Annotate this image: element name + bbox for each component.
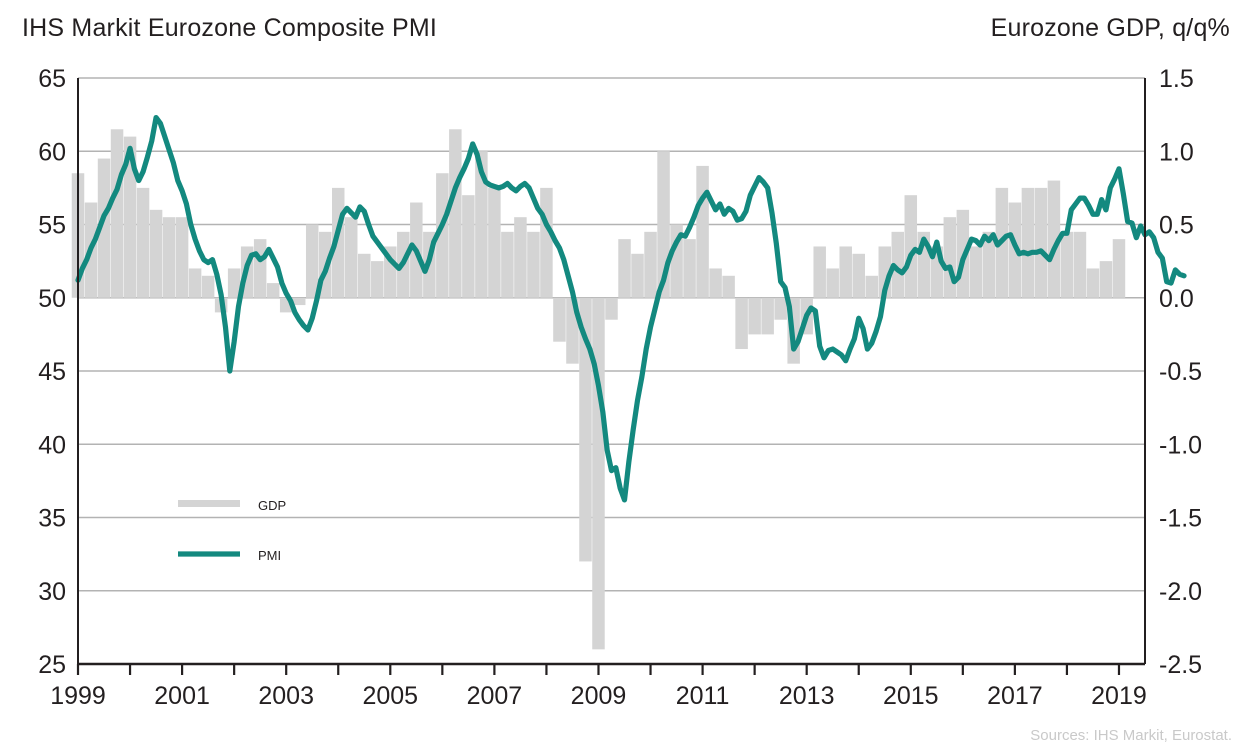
- y2-axis-tick-label: -1.0: [1159, 431, 1202, 459]
- gdp-bar: [969, 246, 983, 298]
- gdp-bar: [1112, 239, 1126, 298]
- gdp-bar: [982, 231, 996, 298]
- gdp-bar: [1021, 187, 1035, 298]
- x-axis-tick-label: 2009: [571, 682, 627, 710]
- gdp-bar: [644, 231, 657, 298]
- gdp-bar: [501, 231, 514, 298]
- y-axis-tick-label: 35: [38, 505, 66, 533]
- y2-axis-tick-label: 0.5: [1159, 212, 1194, 240]
- gdp-bar: [462, 195, 475, 298]
- y-axis-tick-label: 55: [38, 212, 66, 240]
- y2-axis-tick-label: -1.5: [1159, 505, 1202, 533]
- gdp-bar: [188, 268, 202, 298]
- x-axis-tick-label: 2007: [467, 682, 523, 710]
- y2-axis-tick-label: 1.0: [1159, 138, 1194, 166]
- gdp-bar: [475, 151, 488, 298]
- gdp-bar: [1086, 268, 1100, 298]
- y-axis-tick-label: 60: [38, 138, 66, 166]
- gdp-bar: [813, 246, 826, 298]
- y2-axis-tick-label: -2.0: [1159, 578, 1202, 606]
- gdp-bar: [904, 195, 918, 298]
- gdp-bar: [175, 217, 189, 298]
- gdp-bar: [227, 268, 241, 298]
- gdp-bar: [292, 297, 306, 306]
- gdp-bar: [605, 297, 618, 320]
- legend-label-pmi: PMI: [258, 548, 281, 563]
- gdp-bar: [1047, 180, 1061, 298]
- pmi-line: [75, 114, 1187, 503]
- chart-title-right: Eurozone GDP, q/q%: [990, 14, 1230, 42]
- gdp-bar: [748, 297, 761, 335]
- x-axis-tick-label: 1999: [50, 682, 106, 710]
- gdp-bar: [345, 217, 358, 298]
- gdp-bar: [774, 297, 787, 320]
- gdp-bar: [683, 239, 696, 298]
- legend-label-gdp: GDP: [258, 498, 286, 513]
- gdp-bar: [266, 283, 280, 298]
- gdp-bar: [123, 136, 137, 298]
- y2-axis-tick-label: 1.5: [1159, 65, 1194, 93]
- x-axis-tick-label: 2019: [1091, 682, 1147, 710]
- x-axis-tick-label: 2001: [154, 682, 210, 710]
- gdp-bar: [201, 275, 215, 298]
- gdp-bar: [839, 246, 852, 298]
- gdp-bar: [891, 231, 905, 298]
- x-axis-tick-label: 2015: [883, 682, 939, 710]
- y2-axis-tick-label: -0.5: [1159, 358, 1202, 386]
- gdp-bar: [631, 253, 644, 298]
- y-axis-tick-label: 30: [38, 578, 66, 606]
- y-axis-tick-label: 65: [38, 65, 66, 93]
- gdp-bar: [358, 253, 371, 298]
- gdp-bar: [449, 129, 462, 298]
- gdp-bar: [709, 268, 722, 298]
- gdp-bar: [826, 268, 839, 298]
- x-axis-tick-label: 2005: [362, 682, 418, 710]
- gdp-bar: [735, 297, 748, 350]
- gdp-bar: [943, 217, 957, 298]
- gdp-bar: [371, 261, 384, 298]
- y-axis-tick-label: 25: [38, 651, 66, 679]
- y-axis-tick-label: 40: [38, 431, 66, 459]
- y-axis-tick-label: 45: [38, 358, 66, 386]
- gdp-bar: [305, 224, 319, 298]
- gdp-bar: [253, 239, 267, 298]
- gdp-bar: [579, 297, 592, 562]
- gdp-bar: [1073, 231, 1087, 298]
- gdp-bar: [149, 209, 163, 298]
- gdp-bar: [553, 297, 566, 342]
- chart-title-left: IHS Markit Eurozone Composite PMI: [22, 14, 438, 42]
- gdp-bar: [436, 173, 449, 298]
- gdp-bar: [527, 231, 540, 298]
- source-note: Sources: IHS Markit, Eurostat.: [1030, 727, 1232, 744]
- x-axis-tick-label: 2017: [987, 682, 1043, 710]
- x-axis-tick-label: 2003: [258, 682, 314, 710]
- x-axis-tick-label: 2013: [779, 682, 835, 710]
- gdp-bar: [97, 158, 111, 298]
- x-axis-tick-label: 2011: [676, 682, 730, 710]
- gdp-bar: [592, 297, 605, 650]
- gdp-bar: [110, 129, 124, 298]
- gdp-bar: [1034, 187, 1048, 298]
- gdp-bar: [136, 187, 150, 298]
- legend-swatch-gdp: [178, 500, 240, 507]
- gdp-bar: [761, 297, 774, 335]
- gdp-bar: [514, 217, 527, 298]
- gdp-bar: [488, 187, 501, 298]
- y2-axis-tick-label: 0.0: [1159, 285, 1194, 313]
- gdp-bar: [162, 217, 176, 298]
- gdp-bar: [618, 239, 631, 298]
- gdp-bar: [722, 275, 735, 298]
- y2-axis-tick-label: -2.5: [1159, 651, 1202, 679]
- gdp-bar: [540, 187, 553, 298]
- gdp-bar: [1099, 261, 1113, 298]
- gdp-bar: [696, 165, 709, 298]
- gdp-bar: [1060, 231, 1074, 298]
- y-axis-tick-label: 50: [38, 285, 66, 313]
- gdp-bar: [865, 275, 878, 298]
- gdp-bar: [852, 253, 865, 298]
